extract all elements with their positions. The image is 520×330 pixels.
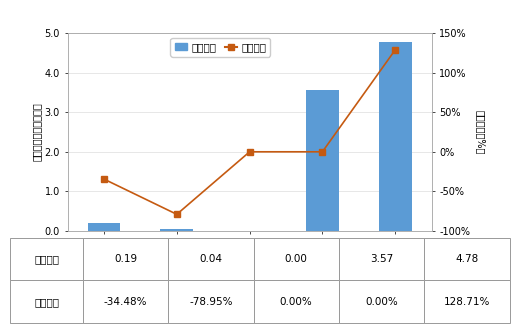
- Text: 0.19: 0.19: [114, 254, 137, 264]
- Text: 同比增长: 同比增长: [34, 297, 59, 307]
- Bar: [424, 238, 510, 280]
- Y-axis label: 进口金额（百万美元）: 进口金额（百万美元）: [32, 103, 42, 161]
- Bar: [379, 42, 412, 231]
- Bar: [254, 280, 339, 323]
- Text: 4.78: 4.78: [456, 254, 478, 264]
- Bar: [339, 280, 424, 323]
- Text: 0.04: 0.04: [199, 254, 223, 264]
- Bar: [161, 229, 193, 231]
- Text: 3.57: 3.57: [370, 254, 393, 264]
- Text: 0.00%: 0.00%: [280, 297, 313, 307]
- Bar: [254, 238, 339, 280]
- Bar: [83, 238, 168, 280]
- Bar: [88, 223, 121, 231]
- Bar: [168, 280, 254, 323]
- Bar: [10, 238, 83, 280]
- Bar: [424, 280, 510, 323]
- Bar: [339, 238, 424, 280]
- Bar: [83, 280, 168, 323]
- Text: 0.00%: 0.00%: [365, 297, 398, 307]
- Text: 进口金额: 进口金额: [34, 254, 59, 264]
- Bar: [306, 90, 339, 231]
- Text: 128.71%: 128.71%: [444, 297, 490, 307]
- Text: -34.48%: -34.48%: [103, 297, 147, 307]
- Y-axis label: 同比增长（%）: 同比增长（%）: [476, 110, 486, 154]
- Bar: [10, 280, 83, 323]
- Bar: [168, 238, 254, 280]
- Legend: 进口金额, 同比增长: 进口金额, 同比增长: [171, 38, 270, 56]
- Text: -78.95%: -78.95%: [189, 297, 232, 307]
- Text: 0.00: 0.00: [285, 254, 308, 264]
